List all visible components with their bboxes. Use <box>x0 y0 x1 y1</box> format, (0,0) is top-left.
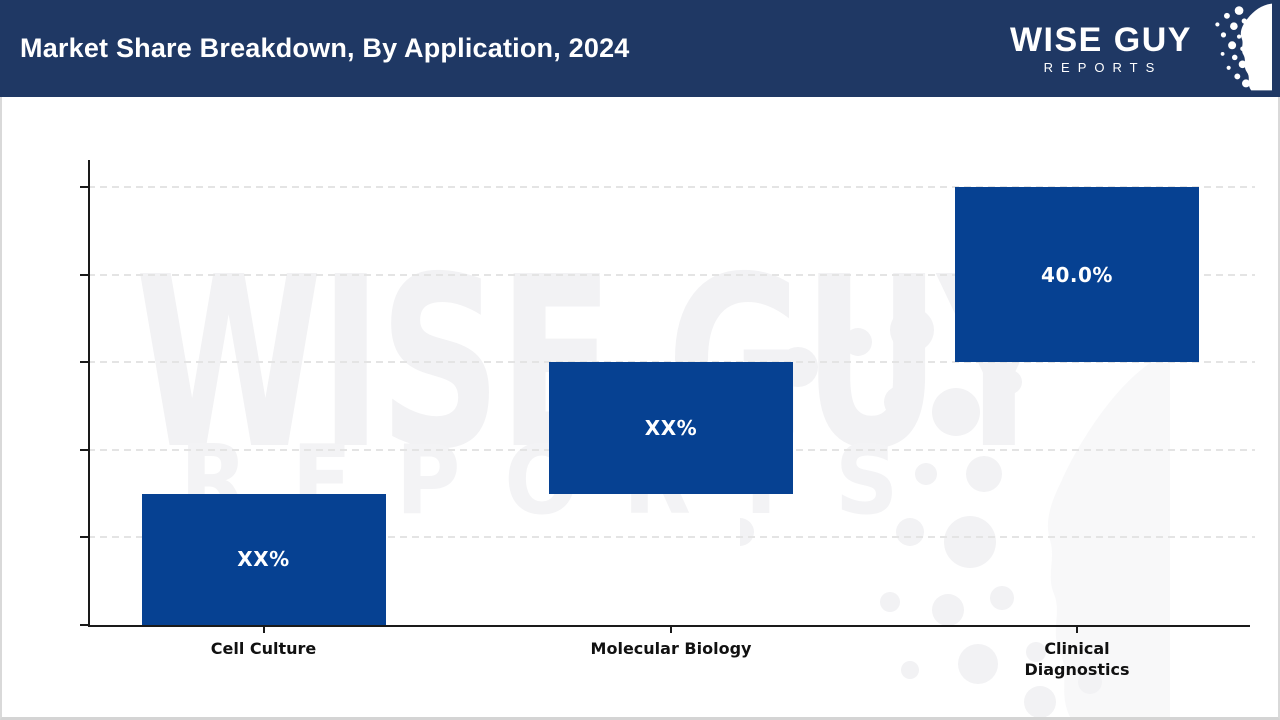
face-profile-logo-icon <box>1194 3 1272 95</box>
y-axis-line <box>88 160 90 627</box>
brand-logo: WISE GUY REPORTS <box>1010 0 1272 97</box>
gridline-20 <box>88 536 1255 539</box>
y-tick-mark-100 <box>80 186 88 188</box>
bar-value-label-clinical-diagnostics: 40.0% <box>1041 262 1113 287</box>
x-tick-mark-clinical-diagnostics <box>1076 625 1078 633</box>
x-axis-line <box>88 625 1250 627</box>
page-title: Market Share Breakdown, By Application, … <box>20 33 630 63</box>
brand-subtitle: REPORTS <box>1043 59 1163 75</box>
x-tick-label-cell-culture: Cell Culture <box>210 639 317 658</box>
bar-cell-culture: XX% <box>141 493 386 625</box>
y-tick-mark-60 <box>80 361 88 364</box>
x-tick-label-clinical-diagnostics: Clinical Diagnostics <box>1024 639 1130 679</box>
header-bar: Market Share Breakdown, By Application, … <box>0 0 1280 97</box>
x-tick-label-molecular-biology: Molecular Biology <box>590 639 752 658</box>
y-tick-mark-80 <box>80 273 88 276</box>
gridline-100 <box>88 186 1255 188</box>
chart-figure: WISE GUY REPORTS XX%Cell CultureXX%Molec… <box>0 97 1280 720</box>
y-tick-mark-40 <box>80 448 88 451</box>
bar-clinical-diagnostics: 40.0% <box>955 187 1199 363</box>
x-tick-mark-molecular-biology <box>670 625 672 633</box>
bar-molecular-biology: XX% <box>549 362 793 494</box>
brand-logo-text: WISE GUY REPORTS <box>1010 23 1192 75</box>
y-tick-mark-0 <box>80 624 88 626</box>
y-tick-mark-20 <box>80 536 88 539</box>
x-tick-mark-cell-culture <box>262 625 265 633</box>
gridline-80 <box>88 273 1255 276</box>
brand-name: WISE GUY <box>1009 20 1192 59</box>
bar-value-label-cell-culture: XX% <box>237 547 290 572</box>
bar-value-label-molecular-biology: XX% <box>644 415 698 440</box>
